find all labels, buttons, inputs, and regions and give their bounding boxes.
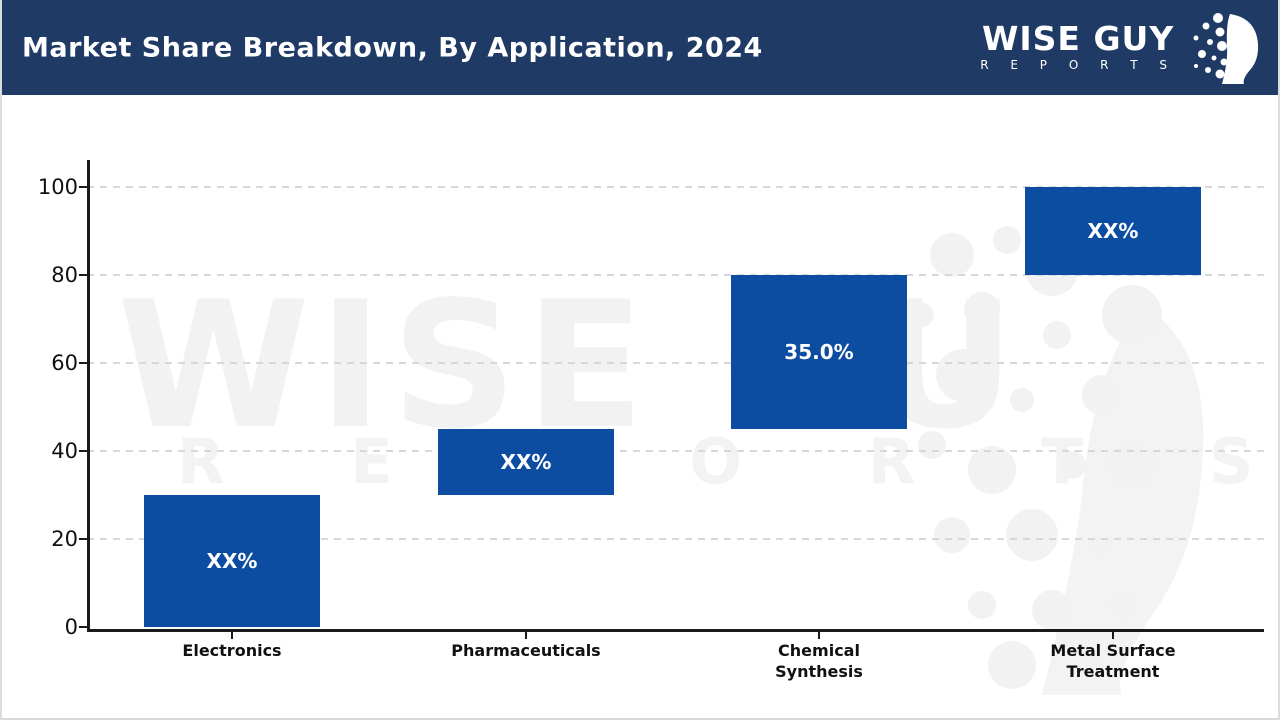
y-tick-label-40: 40 [51, 439, 78, 463]
x-tick-2 [525, 632, 527, 639]
wiseguy-logo: WISE GUY R E P O R T S [980, 8, 1264, 88]
gridline-100 [87, 186, 1264, 188]
logo-subtext: R E P O R T S [980, 58, 1176, 72]
header-bar: Market Share Breakdown, By Application, … [2, 0, 1278, 95]
bar-value-label: 35.0% [784, 340, 854, 364]
y-tick-40 [79, 450, 87, 452]
bar-value-label: XX% [1087, 219, 1139, 243]
y-tick-label-80: 80 [51, 263, 78, 287]
bar-pharmaceuticals: XX% [438, 429, 614, 495]
x-axis-line [87, 629, 1264, 632]
y-tick-60 [79, 362, 87, 364]
x-tick-3 [818, 632, 820, 639]
y-tick-label-0: 0 [64, 615, 78, 639]
gridline-40 [87, 450, 1264, 452]
y-tick-20 [79, 538, 87, 540]
bar-value-label: XX% [500, 450, 552, 474]
x-category-label-electronics: Electronics [182, 641, 282, 660]
gridline-80 [87, 274, 1264, 276]
y-tick-label-20: 20 [51, 527, 78, 551]
page-title: Market Share Breakdown, By Application, … [22, 32, 763, 63]
y-tick-80 [79, 274, 87, 276]
bar-value-label: XX% [206, 549, 258, 573]
logo-text: WISE GUY R E P O R T S [980, 19, 1176, 73]
y-tick-label-100: 100 [37, 175, 78, 199]
gridline-20 [87, 538, 1264, 540]
x-category-label-chemical-synthesis: Chemical Synthesis [775, 641, 863, 681]
bar-metal-surface-treatment: XX% [1025, 187, 1201, 275]
bar-chemical-synthesis: 35.0% [731, 275, 907, 429]
bar-electronics: XX% [144, 495, 320, 627]
logo-wordmark: WISE GUY [981, 19, 1175, 58]
x-category-label-pharmaceuticals: Pharmaceuticals [451, 641, 601, 660]
y-tick-100 [79, 186, 87, 188]
x-tick-1 [231, 632, 233, 639]
y-tick-label-60: 60 [51, 351, 78, 375]
y-tick-0 [79, 626, 87, 628]
logo-face-icon [1193, 13, 1259, 84]
x-tick-4 [1112, 632, 1114, 639]
y-axis-line [87, 160, 90, 632]
gridline-60 [87, 362, 1264, 364]
x-category-label-metal-surface-treatment: Metal Surface Treatment [1050, 641, 1176, 681]
